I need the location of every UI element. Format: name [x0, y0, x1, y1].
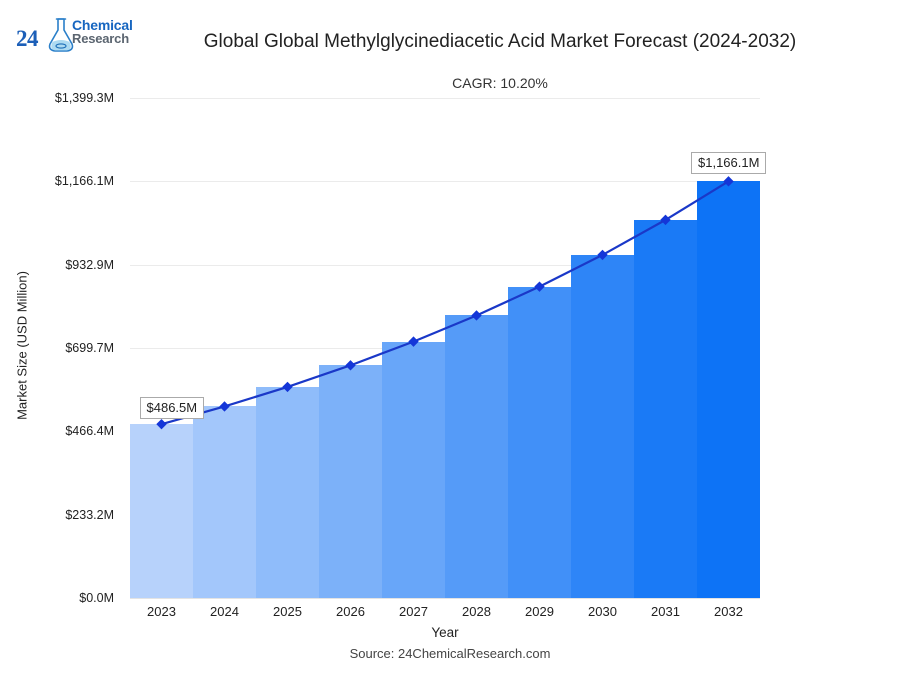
x-axis-tick-2027: 2027: [399, 604, 428, 619]
y-axis-labels: $0.0M $233.2M $466.4M $699.7M $932.9M $1,166.…: [0, 0, 122, 680]
bar-2024[interactable]: [193, 406, 256, 598]
data-label-2023: $486.5M: [139, 397, 205, 420]
y-axis-tick-label: $1,166.1M: [54, 174, 114, 189]
y-axis-tick-label: $0.0M: [79, 591, 114, 605]
bar-2023[interactable]: [130, 424, 193, 598]
logo-word-research: Research: [72, 31, 129, 46]
gridline: [130, 98, 760, 99]
x-axis-tick-2024: 2024: [210, 604, 239, 619]
logo-number: 24: [16, 26, 39, 51]
y-axis-tick-label: $932.9M: [65, 257, 114, 272]
x-axis-tick-2031: 2031: [651, 604, 680, 619]
x-axis-tick-2032: 2032: [714, 604, 743, 619]
logo-word-chemical: Chemical: [72, 17, 133, 33]
chart-subtitle-cagr: CAGR: 10.20%: [452, 75, 548, 91]
x-axis-tick-2026: 2026: [336, 604, 365, 619]
x-axis-title: Year: [431, 625, 459, 640]
x-axis-tick-2023: 2023: [147, 604, 176, 619]
x-axis-tick-2028: 2028: [462, 604, 491, 619]
gridline: [130, 598, 760, 599]
flask-icon: [48, 18, 74, 52]
y-axis-tick-label: $1,399.3M: [54, 91, 114, 105]
brand-logo: 24 Chemical Research: [14, 12, 133, 56]
source-note: Source: 24ChemicalResearch.com: [349, 646, 551, 661]
y-axis-tick-label: $233.2M: [65, 507, 114, 522]
chart-title: Global Global Methylglycinediacetic Acid…: [203, 31, 797, 52]
logo-wordmark: Chemical Research: [72, 18, 133, 46]
y-axis-tick-label: $699.7M: [65, 340, 114, 355]
x-axis-tick-2025: 2025: [273, 604, 302, 619]
data-label-2032: $1,166.1M: [691, 152, 767, 175]
y-axis-tick-label: $466.4M: [65, 424, 114, 439]
x-axis-tick-2030: 2030: [588, 604, 617, 619]
x-axis-tick-2029: 2029: [525, 604, 554, 619]
